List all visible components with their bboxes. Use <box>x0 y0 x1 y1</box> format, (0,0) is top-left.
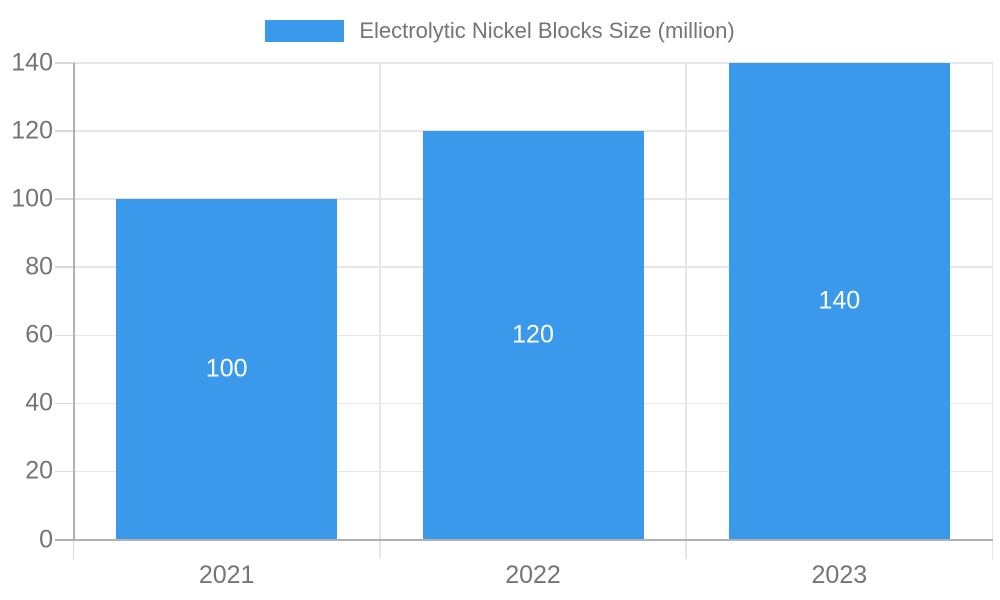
legend: Electrolytic Nickel Blocks Size (million… <box>0 18 1000 43</box>
y-tick <box>54 198 74 200</box>
bar-value-label: 100 <box>205 354 248 383</box>
y-tick-label: 120 <box>11 116 53 145</box>
legend-swatch[interactable] <box>265 20 345 42</box>
y-tick-label: 0 <box>39 525 53 553</box>
y-tick <box>54 62 74 64</box>
y-tick <box>54 266 74 268</box>
y-tick-label: 40 <box>25 388 53 417</box>
x-gridline <box>685 63 687 559</box>
bar[interactable] <box>728 63 950 540</box>
x-tick-label: 2023 <box>811 561 868 589</box>
y-tick-label: 80 <box>25 252 53 281</box>
y-tick-label: 60 <box>25 320 53 349</box>
x-tick-label: 2021 <box>198 561 255 589</box>
x-tick-label: 2022 <box>505 561 561 589</box>
x-axis-line <box>54 538 993 541</box>
bar[interactable] <box>422 131 644 540</box>
bar[interactable] <box>116 199 338 540</box>
bar-value-label: 120 <box>512 320 554 349</box>
y-tick <box>54 334 74 337</box>
legend-label[interactable]: Electrolytic Nickel Blocks Size (million… <box>359 18 735 43</box>
y-tick-label: 140 <box>11 48 53 77</box>
y-tick-label: 100 <box>11 184 53 213</box>
y-tick <box>54 470 74 473</box>
y-axis-line <box>72 63 75 540</box>
y-gridline <box>73 62 993 64</box>
y-tick <box>54 402 74 405</box>
x-gridline <box>379 63 381 559</box>
y-tick-label: 20 <box>25 456 53 485</box>
x-gridline <box>991 63 994 559</box>
x-tick <box>72 539 75 559</box>
bar-value-label: 140 <box>818 286 861 315</box>
y-tick <box>54 130 74 132</box>
